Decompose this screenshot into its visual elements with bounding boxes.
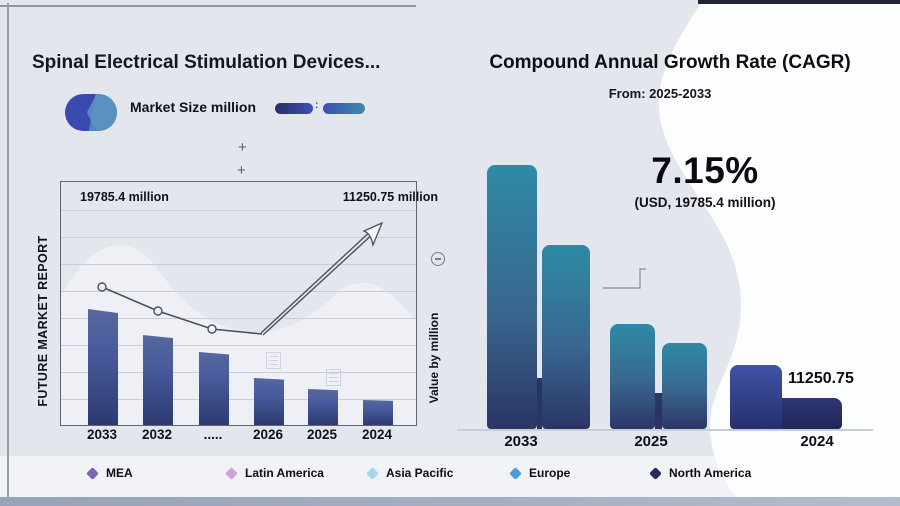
legend-diamond-icon (649, 466, 662, 480)
left-x-label: 2025 (306, 427, 338, 442)
legend-label: Asia Pacific (386, 466, 454, 480)
bar-bridge (537, 378, 542, 429)
cagr-bar-2-1 (782, 398, 842, 429)
cagr-bar-2-0 (730, 365, 782, 429)
frame-line-top (0, 5, 416, 7)
plus-decoration-icon: + (238, 139, 247, 156)
cagr-bar-0-0 (487, 165, 537, 429)
left-x-label: 2032 (141, 427, 173, 442)
left-bar-5 (363, 400, 393, 425)
left-chart-title: Spinal Electrical Stimulation Devices... (32, 52, 381, 73)
right-x-label: 2033 (504, 433, 538, 450)
document-watermark-icon (326, 369, 341, 386)
document-watermark-icon (266, 352, 281, 369)
gridline (61, 318, 416, 319)
left-max-value-label: 19785.4 million (80, 190, 169, 204)
cagr-bar-1-1 (662, 343, 707, 429)
gridline (61, 399, 416, 400)
left-bar-4 (308, 389, 338, 425)
left-bar-1 (143, 335, 173, 425)
left-x-label: 2033 (86, 427, 118, 442)
right-x-label: 2025 (634, 433, 668, 450)
legend-item-asia-pacific: Asia Pacific (366, 464, 454, 482)
legend-diamond-icon (366, 466, 379, 480)
trend-line-arrow (97, 221, 384, 336)
step-bracket-decoration (603, 268, 646, 289)
left-x-axis-labels: 2033 2032..... 2026 2025 2024 (60, 427, 415, 445)
gridline (61, 237, 416, 238)
frame-line-left (7, 3, 9, 497)
left-bar-0 (88, 309, 118, 425)
legend-label: North America (669, 466, 752, 480)
mini-pill-icon-right (323, 103, 365, 114)
watermark-brand-label: FUTURE MARKET REPORT (36, 235, 50, 407)
left-x-label: 2024 (361, 427, 393, 442)
legend-diamond-icon (509, 466, 522, 480)
gridline (61, 210, 416, 211)
legend-diamond-icon (86, 466, 99, 480)
gridline (61, 372, 416, 373)
left-min-value-label: 11250.75 million (342, 190, 438, 204)
cagr-bar-1-0 (610, 324, 655, 429)
left-bar-2 (199, 352, 229, 425)
legend-label: Europe (529, 466, 571, 480)
region-legend: MEA Latin America Asia Pacific Europe North … (0, 464, 900, 482)
left-x-label: ..... (203, 427, 223, 442)
cagr-basis: (USD, 19785.4 million) (634, 195, 776, 210)
capsule-facet (86, 94, 117, 131)
right-x-axis-line (457, 429, 873, 431)
cagr-stat-block: 7.15% (USD, 19785.4 million) (580, 150, 830, 210)
legend-label: Latin America (245, 466, 324, 480)
legend-item-latin-america: Latin America (225, 464, 324, 482)
bar-bridge (655, 393, 662, 429)
circled-minus-icon (431, 252, 445, 266)
right-chart-subtitle: From: 2025-2033 (608, 86, 712, 101)
left-bar-3 (254, 378, 284, 425)
cagr-percentage: 7.15% (651, 150, 759, 191)
gridline (61, 264, 416, 265)
legend-label: MEA (106, 466, 133, 480)
market-size-label: Market Size million (130, 99, 257, 115)
cagr-bar-0-1 (542, 245, 590, 429)
left-x-label: 2026 (252, 427, 284, 442)
top-edge-strip (698, 0, 900, 4)
legend-item-mea: MEA (86, 464, 133, 482)
market-size-capsule-icon (65, 94, 117, 131)
bottom-edge-strip (0, 497, 900, 506)
legend-item-north-america: North America (649, 464, 752, 482)
left-chart-panel: 19785.4 million 11250.75 million (60, 181, 438, 426)
gridline (61, 345, 416, 346)
y-axis-title: Value by million (427, 312, 441, 404)
mini-pill-icon-left (275, 103, 313, 114)
bar-value-label: 11250.75 (788, 370, 854, 387)
plus-decoration-icon: + (237, 162, 246, 179)
cagr-bar-chart: 2033 2025 2024 11250.75 (455, 150, 875, 450)
right-x-label: 2024 (800, 433, 834, 450)
right-chart-title: Compound Annual Growth Rate (CAGR) (489, 52, 851, 73)
legend-item-europe: Europe (509, 464, 571, 482)
gridline (61, 291, 416, 292)
legend-diamond-icon (225, 466, 238, 480)
pill-separator: : (315, 100, 319, 111)
